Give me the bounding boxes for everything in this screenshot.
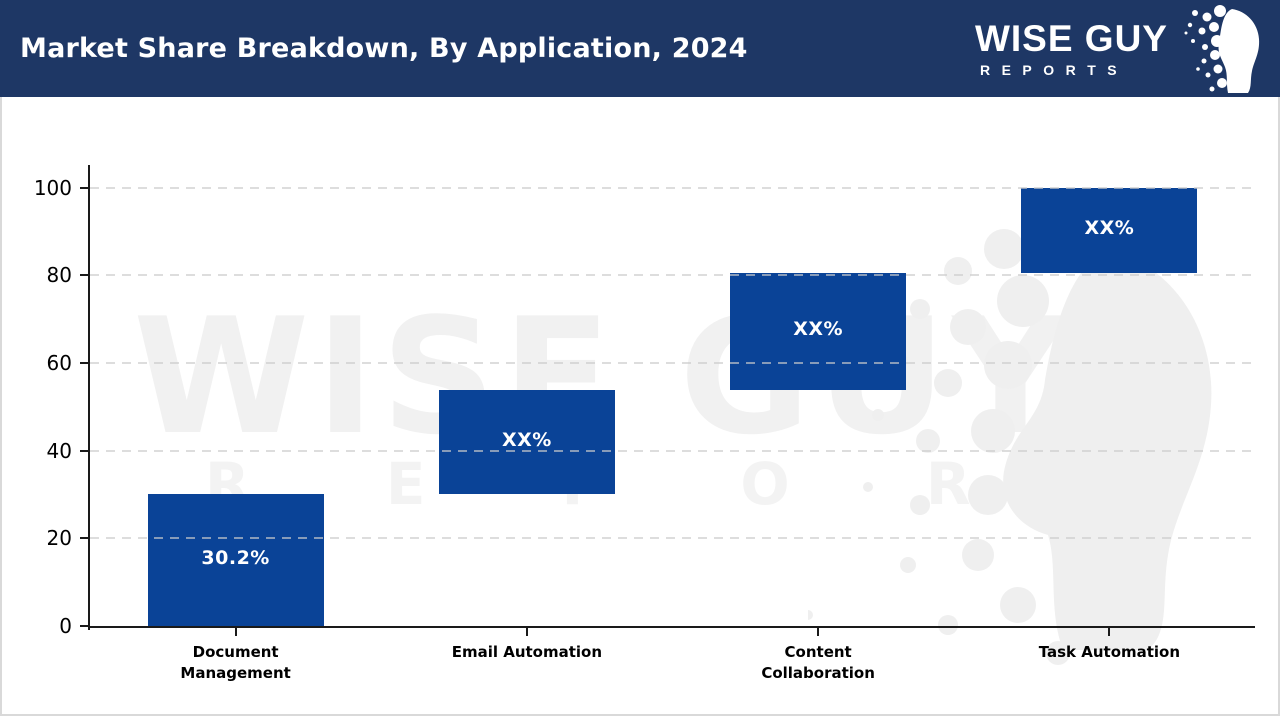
chart-area: WISE GUY R E P O R T S 0 20 40 60 80 100 30.2%…	[0, 97, 1280, 720]
y-tick-mark	[80, 186, 88, 189]
bar-value-label: XX%	[1084, 217, 1135, 240]
y-tick-mark	[80, 274, 88, 277]
header: Market Share Breakdown, By Application, …	[0, 0, 1280, 97]
gridline	[90, 361, 1255, 364]
y-tick-mark	[80, 449, 88, 452]
gridline	[90, 537, 1255, 540]
x-axis-category-label: Email Automation	[451, 643, 603, 661]
y-tick-mark	[80, 537, 88, 540]
y-tick-mark	[80, 361, 88, 364]
y-tick-label: 100	[33, 175, 72, 200]
x-tick-mark	[525, 628, 528, 636]
bar-value-label: XX%	[501, 428, 552, 451]
bar-value-label: XX%	[793, 318, 844, 341]
page-title: Market Share Breakdown, By Application, …	[20, 33, 748, 64]
x-axis-line	[88, 626, 1255, 628]
brand-name-top: WISE GUY	[974, 18, 1168, 59]
y-tick-label: 40	[46, 438, 72, 463]
bar-segment	[1021, 187, 1198, 273]
y-tick-mark	[80, 625, 88, 627]
x-axis-category-label: Task Automation	[1038, 643, 1181, 661]
x-tick-mark	[1108, 628, 1111, 636]
brand-logo: WISE GUY REPORTS	[975, 3, 1280, 95]
brand-face-icon	[1184, 4, 1260, 93]
x-tick-mark	[234, 628, 237, 636]
gridline	[90, 274, 1255, 277]
x-tick-mark	[817, 628, 820, 636]
y-tick-label: 0	[59, 614, 72, 638]
bar-value-label: 30.2%	[201, 546, 270, 569]
bar-segment	[730, 272, 907, 391]
y-tick-label: 20	[46, 526, 72, 551]
gridline	[90, 449, 1255, 452]
gridline	[90, 186, 1255, 189]
x-axis-category-label: Content Collaboration	[761, 643, 875, 682]
x-axis-category-label: Document Management	[180, 643, 291, 682]
y-tick-label: 80	[46, 263, 72, 288]
bar-segment	[147, 493, 324, 626]
waterfall-chart: 0 20 40 60 80 100 30.2% Document Management XX% E…	[0, 97, 1280, 720]
bar-segment	[438, 390, 615, 494]
y-tick-label: 60	[46, 350, 72, 375]
brand-name-bottom: REPORTS	[979, 62, 1129, 78]
brand-wordmark: WISE GUY REPORTS	[975, 20, 1168, 77]
y-axis-line	[88, 165, 90, 630]
